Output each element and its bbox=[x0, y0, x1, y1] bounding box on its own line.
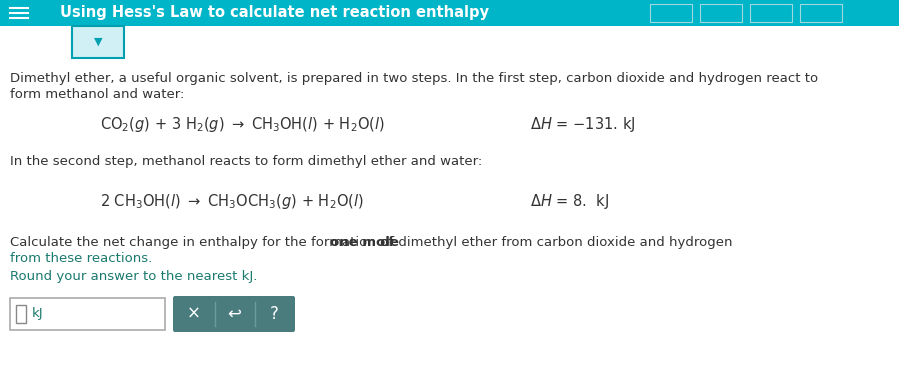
Text: Calculate the net change in enthalpy for the formation of: Calculate the net change in enthalpy for… bbox=[10, 236, 397, 249]
Text: $\Delta H$ = $-$131. kJ: $\Delta H$ = $-$131. kJ bbox=[530, 115, 636, 134]
Text: ×: × bbox=[187, 305, 201, 323]
Text: from these reactions.: from these reactions. bbox=[10, 252, 152, 265]
Text: Dimethyl ether, a useful organic solvent, is prepared in two steps. In the first: Dimethyl ether, a useful organic solvent… bbox=[10, 72, 818, 85]
FancyBboxPatch shape bbox=[173, 296, 295, 332]
Text: of dimethyl ether from carbon dioxide and hydrogen: of dimethyl ether from carbon dioxide an… bbox=[378, 236, 733, 249]
Text: ▼: ▼ bbox=[93, 37, 102, 47]
Text: $\Delta H$ = 8.  kJ: $\Delta H$ = 8. kJ bbox=[530, 192, 610, 211]
Text: one mole: one mole bbox=[330, 236, 399, 249]
Text: Round your answer to the nearest kJ.: Round your answer to the nearest kJ. bbox=[10, 270, 257, 283]
Bar bbox=[800, 4, 842, 22]
Bar bbox=[10, 298, 165, 330]
FancyBboxPatch shape bbox=[72, 26, 124, 58]
Text: kJ: kJ bbox=[32, 308, 44, 320]
Text: ↩: ↩ bbox=[227, 305, 241, 323]
Bar bbox=[0, 0, 899, 26]
Text: In the second step, methanol reacts to form dimethyl ether and water:: In the second step, methanol reacts to f… bbox=[10, 155, 482, 168]
Text: ?: ? bbox=[270, 305, 279, 323]
Bar bbox=[16, 305, 26, 323]
Text: form methanol and water:: form methanol and water: bbox=[10, 88, 184, 101]
Bar bbox=[700, 4, 742, 22]
Text: Using Hess's Law to calculate net reaction enthalpy: Using Hess's Law to calculate net reacti… bbox=[60, 5, 489, 20]
Text: 2 CH$_3$OH($l$) $\rightarrow$ CH$_3$OCH$_3$($g$) + H$_2$O($l$): 2 CH$_3$OH($l$) $\rightarrow$ CH$_3$OCH$… bbox=[100, 192, 364, 211]
Bar bbox=[750, 4, 792, 22]
Bar bbox=[650, 4, 692, 22]
Text: CO$_2$($g$) + 3 H$_2$($g$) $\rightarrow$ CH$_3$OH($l$) + H$_2$O($l$): CO$_2$($g$) + 3 H$_2$($g$) $\rightarrow$… bbox=[100, 115, 385, 134]
